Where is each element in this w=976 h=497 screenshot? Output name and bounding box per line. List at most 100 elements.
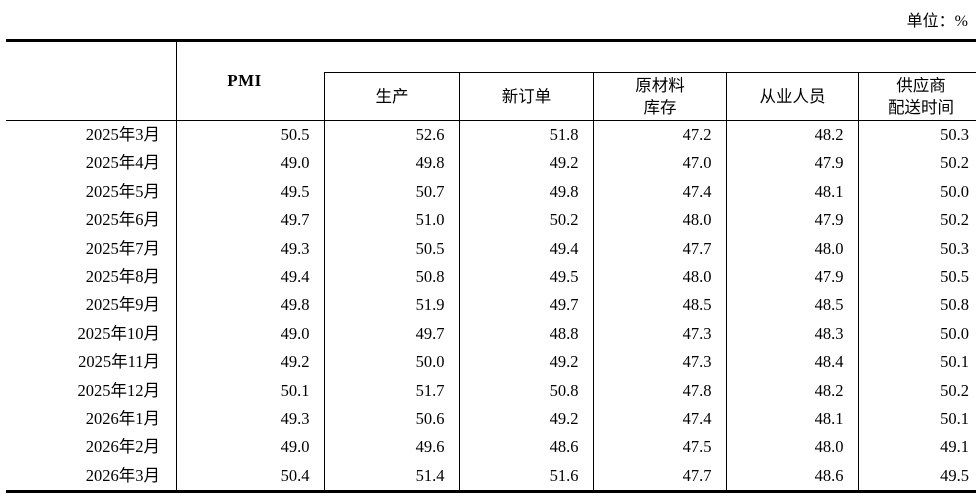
- cell-new: 48.6: [459, 433, 594, 462]
- cell-new: 49.5: [459, 263, 594, 292]
- column-header-production: 生产: [324, 39, 459, 121]
- cell-supplier: 49.5: [858, 461, 976, 494]
- cell-new: 49.7: [459, 291, 594, 320]
- cell-material: 48.0: [593, 263, 727, 292]
- cell-prod: 50.0: [324, 348, 460, 377]
- table-row: 2026年2月 49.0 49.6 48.6 47.5 48.0 49.1: [6, 433, 976, 462]
- cell-new: 51.8: [459, 120, 594, 150]
- table-row: 2025年4月 49.0 49.8 49.2 47.0 47.9 50.2: [6, 149, 976, 178]
- cell-supplier: 50.2: [940, 153, 969, 173]
- cell-material: 47.4: [593, 405, 727, 434]
- cell-employ: 48.6: [726, 461, 859, 494]
- table-row: 2026年3月 50.4 51.4 51.6 47.7 48.6 49.5: [6, 461, 976, 494]
- cell-material: 47.3: [593, 348, 727, 377]
- row-month-label: 2025年7月: [6, 234, 177, 264]
- cell-employ: 48.4: [726, 348, 859, 377]
- table-row: 2025年9月 49.8 51.9 49.7 48.5 48.5 50.8: [6, 291, 976, 320]
- cell-supplier: 50.3: [940, 125, 969, 144]
- cell-material: 47.7: [593, 461, 727, 494]
- cell-pmi: 49.2: [176, 348, 325, 377]
- cell-prod: 50.8: [324, 263, 460, 292]
- cell-new: 49.2: [459, 348, 594, 377]
- row-month-label: 2025年4月: [6, 149, 177, 178]
- cell-new: 48.8: [459, 319, 594, 349]
- column-header-supplier-delivery-time-line2: 配送时间: [888, 97, 954, 117]
- cell-supplier: 50.1: [940, 409, 969, 429]
- row-month-label: 2026年1月: [6, 405, 177, 434]
- cell-supplier: 50.5: [940, 267, 969, 287]
- cell-prod: 51.4: [324, 461, 460, 494]
- cell-material: 47.3: [593, 319, 727, 349]
- column-header-raw-material-inventory-label: 原材料 库存: [635, 75, 685, 119]
- cell-material: 47.4: [593, 177, 727, 207]
- column-header-production-box: 生产: [324, 72, 459, 120]
- row-month-label: 2026年2月: [6, 433, 177, 462]
- column-header-supplier-delivery-time-line1: 供应商: [896, 75, 946, 95]
- cell-supplier: 50.8: [940, 295, 969, 315]
- cell-employ: 48.1: [726, 405, 859, 434]
- cell-pmi: 49.0: [176, 433, 325, 462]
- cell-prod: 50.5: [324, 234, 460, 264]
- table-header: PMI 生产 新订单 原材料: [6, 39, 976, 121]
- table-row: 2026年1月 49.3 50.6 49.2 47.4 48.1 50.1: [6, 405, 976, 434]
- cell-supplier: 49.1: [940, 437, 969, 457]
- row-month-label: 2025年6月: [6, 206, 177, 235]
- unit-caption: 单位：%: [906, 13, 968, 30]
- cell-pmi: 49.0: [176, 149, 325, 178]
- cell-new: 49.8: [459, 177, 594, 207]
- cell-employ: 48.3: [726, 319, 859, 349]
- row-month-label: 2026年3月: [6, 461, 177, 494]
- cell-prod: 51.9: [324, 291, 460, 320]
- row-month-label: 2025年9月: [6, 291, 177, 320]
- cell-supplier: 50.0: [940, 323, 969, 343]
- table-container: PMI 生产 新订单 原材料: [6, 39, 976, 494]
- table-row: 2025年6月 49.7 51.0 50.2 48.0 47.9 50.2: [6, 206, 976, 235]
- table-row: 2025年5月 49.5 50.7 49.8 47.4 48.1 50.0: [6, 177, 976, 207]
- cell-new: 50.8: [459, 376, 594, 406]
- cell-material: 47.8: [593, 376, 727, 406]
- column-header-new-orders-box: 新订单: [459, 72, 593, 120]
- cell-employ: 47.9: [726, 206, 859, 235]
- table-row: 2025年10月 49.0 49.7 48.8 47.3 48.3 50.0: [6, 319, 976, 349]
- column-header-raw-material-inventory-line1: 原材料: [635, 75, 685, 95]
- cell-pmi: 49.5: [176, 177, 325, 207]
- column-header-new-orders-label: 新订单: [501, 86, 552, 106]
- cell-prod: 49.7: [324, 319, 460, 349]
- cell-prod: 50.7: [324, 177, 460, 207]
- cell-material: 48.0: [593, 206, 727, 235]
- cell-supplier: 50.2: [940, 210, 969, 230]
- cell-pmi: 49.8: [176, 291, 325, 320]
- cell-supplier: 50.3: [940, 238, 969, 258]
- cell-material: 48.5: [593, 291, 727, 320]
- column-header-production-label: 生产: [375, 86, 409, 106]
- cell-new: 49.2: [459, 405, 594, 434]
- cell-prod: 52.6: [324, 120, 460, 150]
- column-header-employment-label: 从业人员: [759, 86, 826, 106]
- cell-employ: 48.2: [726, 376, 859, 406]
- cell-supplier: 50.2: [940, 380, 969, 400]
- row-month-label: 2025年11月: [6, 348, 177, 377]
- cell-new: 49.2: [459, 149, 594, 178]
- header-row: PMI 生产 新订单 原材料: [6, 39, 976, 121]
- table-row: 2025年3月 50.5 52.6 51.8 47.2 48.2 50.3: [6, 120, 976, 150]
- table-row: 2025年12月 50.1 51.7 50.8 47.8 48.2 50.2: [6, 376, 976, 406]
- column-header-supplier-delivery-time: 供应商 配送时间: [858, 39, 976, 121]
- table-row: 2025年11月 49.2 50.0 49.2 47.3 48.4 50.1: [6, 348, 976, 377]
- cell-prod: 49.8: [324, 149, 460, 178]
- cell-new: 49.4: [459, 234, 594, 264]
- cell-material: 47.5: [593, 433, 727, 462]
- row-month-label: 2025年3月: [6, 120, 177, 150]
- column-header-employment-box: 从业人员: [726, 72, 858, 120]
- row-month-label: 2025年10月: [6, 319, 177, 349]
- row-month-label: 2025年12月: [6, 376, 177, 406]
- cell-supplier: 50.0: [940, 181, 969, 201]
- cell-prod: 51.7: [324, 376, 460, 406]
- cell-prod: 49.6: [324, 433, 460, 462]
- column-header-pmi: PMI: [176, 39, 324, 121]
- cell-employ: 47.9: [726, 149, 859, 178]
- cell-prod: 51.0: [324, 206, 460, 235]
- table-body: 2025年3月 50.5 52.6 51.8 47.2 48.2 50.3 2025年4月 49…: [6, 120, 976, 494]
- cell-prod: 50.6: [324, 405, 460, 434]
- cell-employ: 48.0: [726, 433, 859, 462]
- cell-pmi: 49.3: [176, 234, 325, 264]
